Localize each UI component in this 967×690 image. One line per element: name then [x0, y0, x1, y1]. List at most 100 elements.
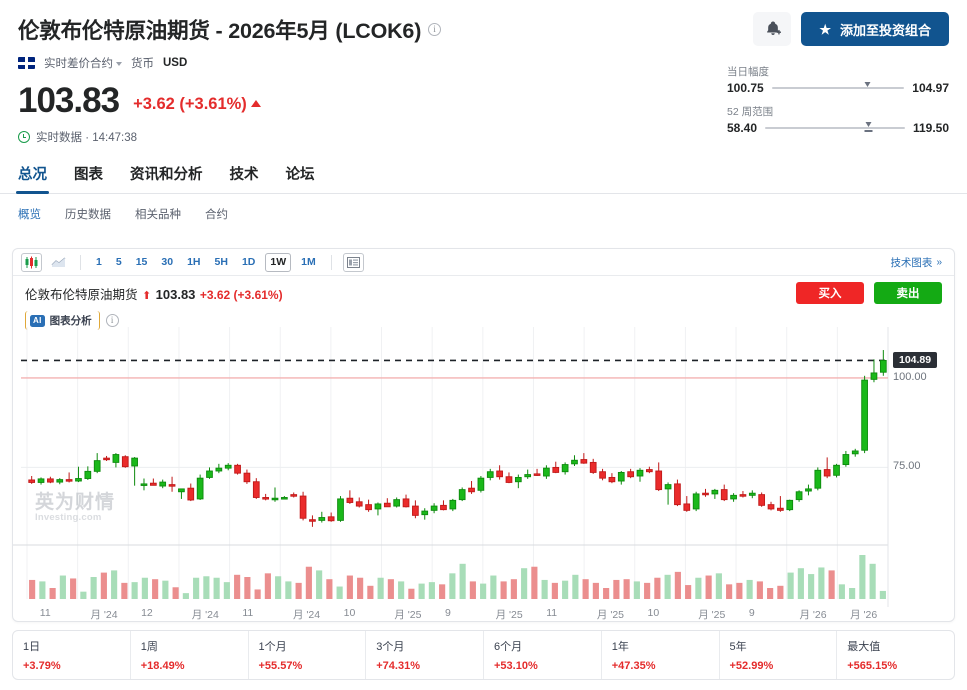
chart-plot-area[interactable]: 英为财情 Investing.com 104.89 100.00 75.00 1…	[13, 327, 954, 621]
subtab-contracts[interactable]: 合约	[205, 209, 228, 221]
interval-1d[interactable]: 1D	[241, 255, 256, 268]
quote-status: 实时数据 · 14:47:38	[18, 129, 949, 145]
daily-range-label: 当日幅度	[727, 66, 769, 78]
triangle-up-icon	[250, 100, 261, 107]
perf-value: +565.15%	[847, 660, 898, 672]
chart-settings-icon[interactable]	[342, 252, 364, 272]
action-buttons: ★ 添加至投资组合	[727, 12, 949, 46]
title-row: 伦敦布伦特原油期货 - 2026年5月 (LCOK6) i	[18, 14, 949, 45]
subtab-overview[interactable]: 概览	[18, 209, 41, 221]
x-axis-tick: 11	[242, 607, 254, 619]
page-title: 伦敦布伦特原油期货 - 2026年5月 (LCOK6)	[18, 19, 422, 43]
main-tabs-bar: 总况 图表 资讯和分析 技术 论坛	[0, 163, 967, 194]
tab-technical[interactable]: 技术	[229, 167, 259, 183]
page-header: 伦敦布伦特原油期货 - 2026年5月 (LCOK6) i 实时差价合约 货币 …	[0, 0, 967, 145]
buy-button[interactable]: 买入	[796, 282, 864, 304]
chevron-right-icon[interactable]: »	[936, 256, 942, 268]
x-axis-tick: 月 '26	[850, 609, 878, 621]
perf-value: +18.49%	[140, 660, 185, 672]
price-row: 103.83 +3.62 (+3.61%)	[18, 83, 949, 118]
x-axis-tick: 月 '25	[698, 609, 726, 621]
x-axis-tick: 月 '25	[596, 609, 625, 621]
range-indicators: 当日幅度 100.75 104.97 52 周范围 58.40 119.50	[727, 64, 949, 135]
interval-1m[interactable]: 1M	[301, 255, 316, 268]
x-axis-tick: 12	[141, 607, 153, 619]
daily-range-high: 104.97	[912, 81, 949, 95]
x-axis-tick: 月 '24	[191, 609, 219, 621]
chart-change: +3.62 (+3.61%)	[199, 288, 283, 302]
x-axis-tick: 月 '24	[90, 609, 118, 621]
alert-bell-icon	[766, 21, 781, 35]
perf-value: +47.35%	[611, 660, 656, 672]
line-chart-icon[interactable]	[48, 253, 69, 272]
info-icon[interactable]: i	[105, 314, 119, 327]
chart-header: 伦敦布伦特原油期货 ⬆ 103.83 +3.62 (+3.61%) AI 图表分…	[13, 276, 954, 330]
perf-period: 最大值	[847, 641, 881, 653]
interval-15[interactable]: 15	[135, 255, 148, 268]
perf-period: 5年	[729, 641, 747, 653]
perf-cell-max: 最大值 +565.15%	[837, 631, 954, 679]
perf-cell-1y: 1年 +47.35%	[602, 631, 720, 679]
sell-button[interactable]: 卖出	[874, 282, 942, 304]
chart-instrument-name: 伦敦布伦特原油期货	[25, 288, 138, 302]
interval-30[interactable]: 30	[161, 255, 174, 268]
week52-range-high: 119.50	[912, 121, 949, 135]
perf-period: 1年	[611, 641, 629, 653]
week52-range-track[interactable]	[765, 122, 905, 132]
add-to-portfolio-label: 添加至投资组合	[839, 22, 931, 38]
star-icon: ★	[819, 21, 831, 37]
add-to-portfolio-button[interactable]: ★ 添加至投资组合	[801, 12, 949, 46]
main-tabs: 总况 图表 资讯和分析 技术 论坛	[16, 163, 949, 194]
performance-table: 1日 +3.79% 1周 +18.49% 1个月 +55.57% 3个月 +74…	[12, 630, 955, 680]
header-actions: ★ 添加至投资组合 当日幅度 100.75 104.97 52 周范围 58.4…	[727, 12, 949, 135]
info-icon[interactable]: i	[428, 23, 442, 36]
chart-card: 1 5 15 30 1H 5H 1D 1W 1M 技术图表 »	[12, 248, 955, 622]
perf-value: +74.31%	[376, 660, 420, 672]
interval-1h[interactable]: 1H	[187, 255, 201, 268]
interval-5h[interactable]: 5H	[214, 255, 228, 268]
week52-range: 52 周范围 58.40 119.50	[727, 104, 949, 135]
perf-cell-5y: 5年 +52.99%	[720, 631, 838, 679]
uk-flag-icon	[18, 57, 35, 69]
alert-bell-button[interactable]	[753, 12, 792, 46]
subtab-historical-data[interactable]: 历史数据	[65, 209, 111, 221]
chevron-down-icon[interactable]	[116, 62, 122, 66]
interval-5[interactable]: 5	[115, 255, 122, 268]
perf-value: +53.10%	[494, 660, 538, 672]
interval-1w[interactable]: 1W	[265, 252, 292, 272]
tab-forum[interactable]: 论坛	[285, 167, 315, 183]
x-axis-tick: 月 '24	[293, 609, 321, 621]
daily-range-low: 100.75	[727, 81, 764, 95]
x-axis-tick: 月 '25	[394, 609, 422, 621]
subtab-related-instruments[interactable]: 相关品种	[135, 209, 181, 221]
candlestick-chart-icon[interactable]	[21, 252, 42, 272]
tab-overview[interactable]: 总况	[16, 163, 49, 194]
tab-news-analysis[interactable]: 资讯和分析	[130, 167, 203, 183]
perf-value: +3.79%	[23, 660, 61, 672]
last-price-badge: 104.89	[893, 352, 938, 369]
perf-cell-6m: 6个月 +53.10%	[484, 631, 602, 679]
x-axis-tick: 9	[444, 607, 451, 619]
daily-range: 当日幅度 100.75 104.97	[727, 64, 949, 95]
perf-value: +52.99%	[729, 660, 774, 672]
perf-cell-1w: 1周 +18.49%	[131, 631, 249, 679]
daily-range-line: 100.75 104.97	[727, 81, 949, 95]
chart-toolbar: 1 5 15 30 1H 5H 1D 1W 1M 技术图表 »	[13, 249, 954, 276]
daily-range-track[interactable]	[771, 82, 905, 89]
perf-cell-1d: 1日 +3.79%	[13, 631, 131, 679]
currency-value: USD	[163, 57, 188, 69]
currency-label: 货币	[131, 58, 154, 70]
technical-chart-link[interactable]: 技术图表	[890, 256, 933, 269]
perf-cell-1m: 1个月 +55.57%	[249, 631, 367, 679]
price-change: +3.62 (+3.61%)	[133, 95, 261, 118]
sub-tabs: 概览 历史数据 相关品种 合约	[0, 194, 967, 222]
x-axis-tick: 月 '26	[799, 609, 827, 621]
interval-1[interactable]: 1	[96, 255, 102, 268]
chart-quote-line: 伦敦布伦特原油期货 ⬆ 103.83 +3.62 (+3.61%)	[25, 284, 942, 304]
ai-chart-analysis-button[interactable]: AI 图表分析	[25, 311, 100, 330]
quote-status-text: 实时数据 · 14:47:38	[36, 132, 137, 144]
tab-charts[interactable]: 图表	[74, 167, 103, 183]
trade-buttons: 买入 卖出	[796, 282, 942, 304]
contract-type-label[interactable]: 实时差价合约	[44, 55, 122, 71]
